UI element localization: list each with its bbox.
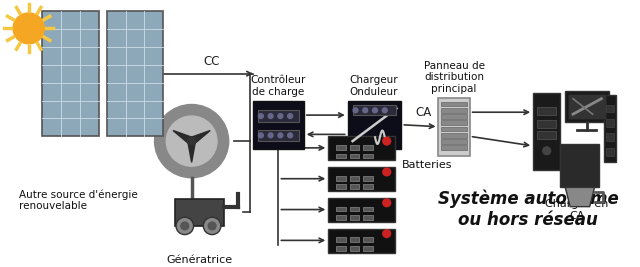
Polygon shape [189, 131, 210, 144]
FancyBboxPatch shape [442, 133, 467, 138]
Polygon shape [188, 141, 196, 162]
FancyBboxPatch shape [336, 246, 346, 251]
Text: Panneau de
distribution
principal: Panneau de distribution principal [424, 61, 484, 94]
Circle shape [188, 137, 196, 145]
Text: CA: CA [415, 106, 432, 119]
Circle shape [383, 168, 390, 176]
FancyBboxPatch shape [537, 120, 556, 128]
FancyBboxPatch shape [349, 154, 360, 159]
Circle shape [268, 133, 273, 138]
Circle shape [181, 222, 189, 230]
Circle shape [383, 137, 390, 145]
Circle shape [288, 133, 292, 138]
FancyBboxPatch shape [364, 184, 373, 189]
FancyBboxPatch shape [364, 207, 373, 211]
Circle shape [166, 116, 217, 166]
FancyBboxPatch shape [533, 93, 561, 170]
Circle shape [383, 230, 390, 237]
Text: Autre source d'énergie
renouvelable: Autre source d'énergie renouvelable [19, 189, 138, 211]
FancyBboxPatch shape [568, 94, 606, 119]
FancyBboxPatch shape [537, 107, 556, 115]
FancyBboxPatch shape [336, 207, 346, 211]
Text: Système autonome
ou hors réseau: Système autonome ou hors réseau [438, 189, 618, 229]
FancyBboxPatch shape [349, 215, 360, 220]
FancyBboxPatch shape [606, 119, 614, 127]
FancyBboxPatch shape [606, 134, 614, 141]
FancyBboxPatch shape [438, 98, 470, 156]
Circle shape [259, 133, 263, 138]
FancyBboxPatch shape [561, 144, 600, 187]
FancyBboxPatch shape [442, 108, 467, 113]
FancyBboxPatch shape [336, 154, 346, 159]
Circle shape [288, 114, 292, 119]
FancyBboxPatch shape [442, 127, 467, 131]
Circle shape [278, 133, 283, 138]
FancyBboxPatch shape [253, 101, 304, 149]
Circle shape [13, 13, 44, 44]
Circle shape [353, 108, 358, 113]
FancyBboxPatch shape [537, 131, 556, 139]
FancyBboxPatch shape [328, 198, 394, 222]
Circle shape [382, 108, 387, 113]
Circle shape [363, 108, 368, 113]
Text: Génératrice: Génératrice [166, 255, 232, 265]
Circle shape [278, 114, 283, 119]
Text: Contrôleur
de charge: Contrôleur de charge [251, 75, 306, 97]
FancyBboxPatch shape [42, 11, 99, 136]
Text: CC: CC [203, 55, 220, 68]
FancyBboxPatch shape [258, 129, 299, 141]
FancyBboxPatch shape [442, 102, 467, 107]
FancyBboxPatch shape [328, 136, 394, 160]
FancyBboxPatch shape [353, 105, 397, 115]
FancyBboxPatch shape [442, 146, 467, 150]
Polygon shape [565, 187, 595, 207]
FancyBboxPatch shape [606, 148, 614, 156]
Text: Chargeur
Onduleur: Chargeur Onduleur [349, 75, 398, 97]
FancyBboxPatch shape [364, 154, 373, 159]
FancyBboxPatch shape [364, 176, 373, 181]
Text: Charges en
CA: Charges en CA [545, 199, 609, 221]
FancyBboxPatch shape [175, 199, 224, 226]
Circle shape [383, 199, 390, 207]
FancyBboxPatch shape [336, 145, 346, 150]
Circle shape [208, 222, 216, 230]
FancyBboxPatch shape [565, 91, 609, 122]
Circle shape [204, 217, 221, 235]
FancyBboxPatch shape [364, 215, 373, 220]
FancyBboxPatch shape [604, 95, 616, 162]
FancyBboxPatch shape [442, 114, 467, 119]
FancyBboxPatch shape [606, 104, 614, 112]
FancyBboxPatch shape [349, 145, 360, 150]
FancyBboxPatch shape [349, 237, 360, 242]
FancyBboxPatch shape [442, 120, 467, 125]
FancyBboxPatch shape [328, 229, 394, 253]
FancyBboxPatch shape [364, 246, 373, 251]
FancyBboxPatch shape [328, 167, 394, 191]
FancyBboxPatch shape [336, 176, 346, 181]
FancyBboxPatch shape [107, 11, 163, 136]
FancyBboxPatch shape [349, 184, 360, 189]
FancyBboxPatch shape [336, 184, 346, 189]
FancyBboxPatch shape [364, 237, 373, 242]
FancyBboxPatch shape [349, 176, 360, 181]
FancyBboxPatch shape [349, 207, 360, 211]
FancyBboxPatch shape [336, 237, 346, 242]
Circle shape [154, 104, 228, 178]
FancyBboxPatch shape [364, 145, 373, 150]
FancyBboxPatch shape [349, 246, 360, 251]
Circle shape [543, 147, 550, 155]
FancyBboxPatch shape [336, 215, 346, 220]
Text: Batteries: Batteries [403, 160, 453, 170]
Circle shape [268, 114, 273, 119]
Circle shape [372, 108, 378, 113]
Circle shape [259, 114, 263, 119]
FancyBboxPatch shape [258, 110, 299, 122]
FancyBboxPatch shape [348, 101, 401, 149]
Circle shape [176, 217, 193, 235]
Polygon shape [173, 131, 193, 144]
FancyBboxPatch shape [442, 139, 467, 144]
